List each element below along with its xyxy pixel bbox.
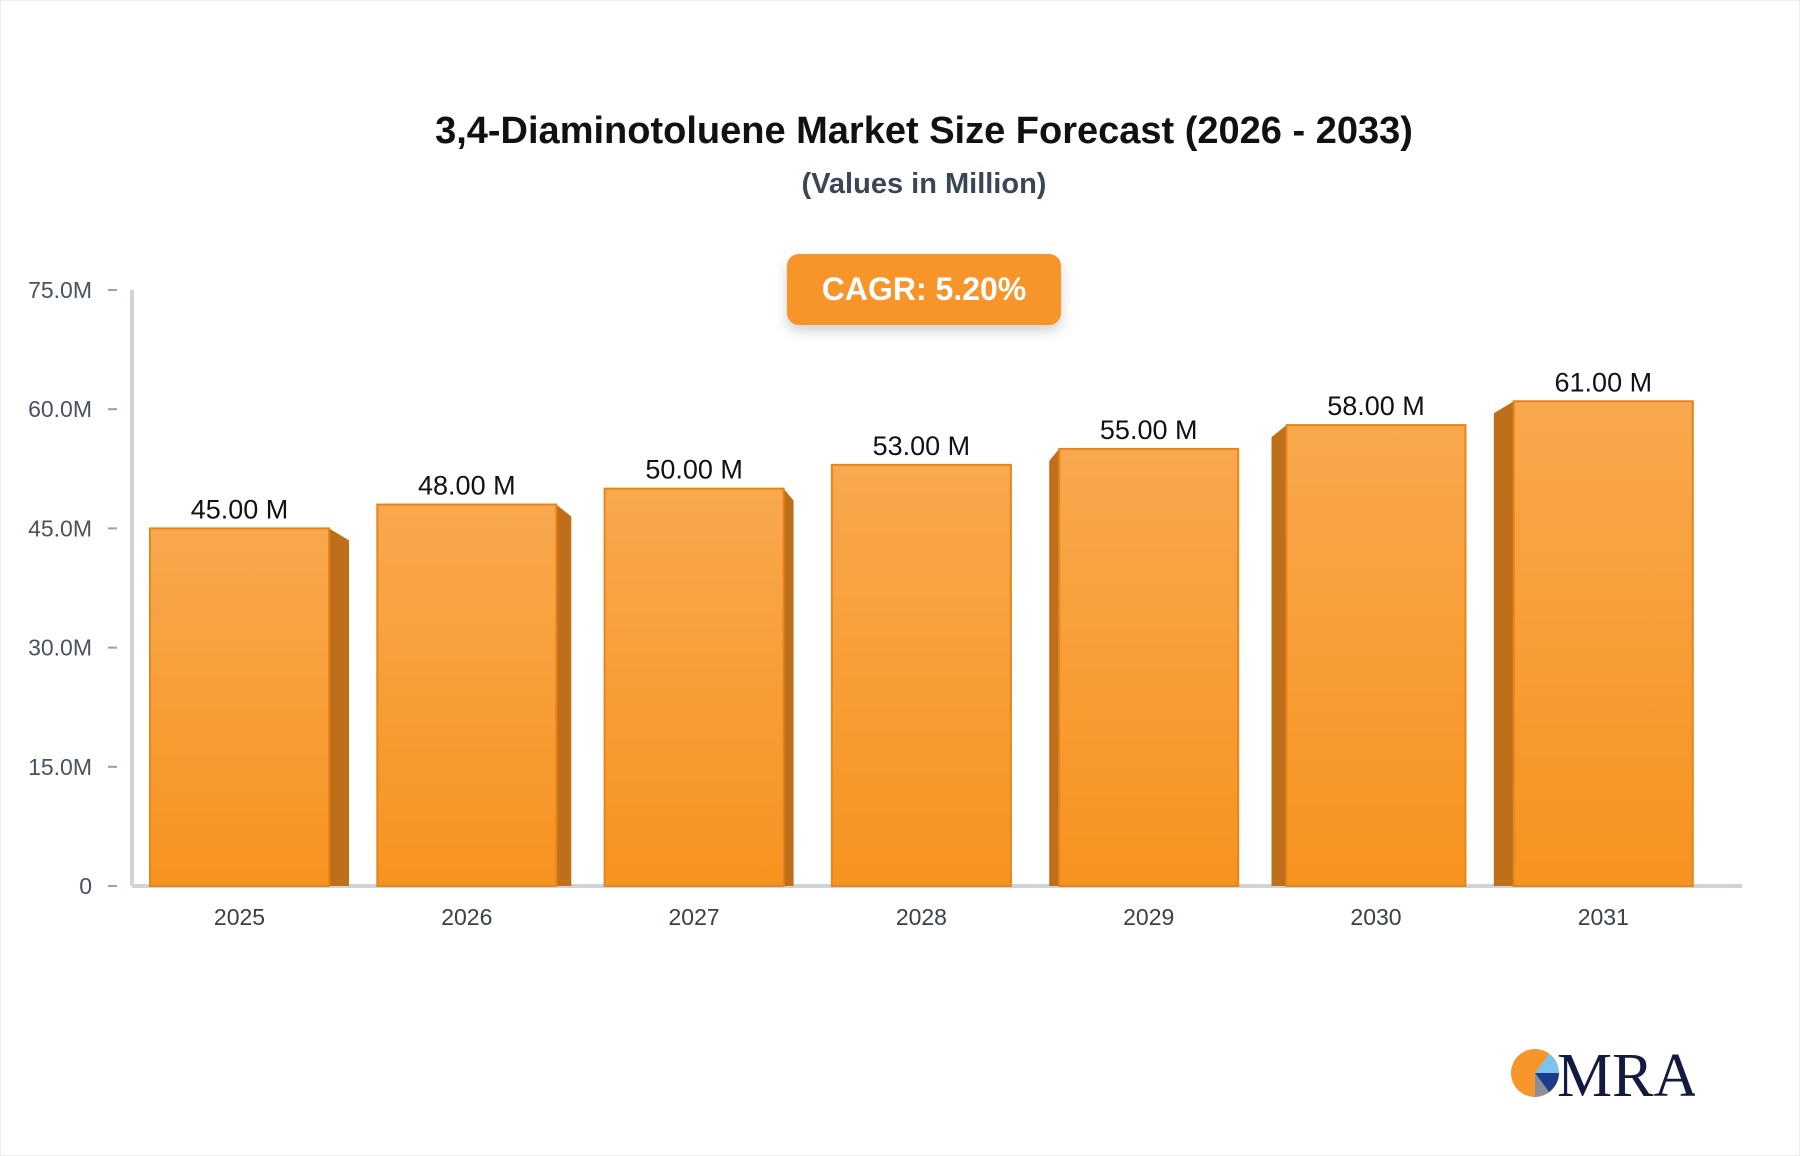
bar-side <box>1493 401 1514 886</box>
y-tick-label: 75.0M <box>28 277 92 303</box>
x-tick-label: 2026 <box>441 904 492 930</box>
y-tick-label: 30.0M <box>28 635 92 661</box>
data-label: 53.00 M <box>873 431 971 461</box>
y-tick-label: 45.0M <box>28 515 92 541</box>
data-label: 48.00 M <box>418 471 516 501</box>
svg-text:MRA: MRA <box>1557 1042 1695 1106</box>
bar-side <box>1049 448 1060 886</box>
data-label: 58.00 M <box>1327 391 1425 421</box>
bar <box>830 463 1012 887</box>
data-label: 61.00 M <box>1555 367 1653 397</box>
data-label: 55.00 M <box>1100 415 1198 445</box>
bar-side <box>556 504 572 886</box>
x-tick-label: 2027 <box>669 904 720 930</box>
x-tick-label: 2029 <box>1123 904 1174 930</box>
bar <box>376 503 558 887</box>
data-label: 45.00 M <box>191 494 289 524</box>
bar-side <box>1271 425 1287 886</box>
chart-title: 3,4-Diaminotoluene Market Size Forecast … <box>435 110 1413 152</box>
x-tick-label: 2025 <box>214 904 265 930</box>
bar-side <box>783 488 794 886</box>
x-tick-label: 2031 <box>1578 904 1629 930</box>
bar <box>1058 447 1240 887</box>
x-tick-label: 2028 <box>896 904 947 930</box>
data-label: 50.00 M <box>645 455 743 485</box>
bar <box>1285 424 1467 887</box>
y-tick-label: 15.0M <box>28 754 92 780</box>
bar <box>149 527 330 888</box>
cagr-badge: CAGR: 5.20% <box>787 254 1061 325</box>
x-tick-label: 2030 <box>1350 904 1401 930</box>
bar <box>603 487 785 887</box>
y-tick-label: 0 <box>79 873 92 899</box>
chart-subtitle: (Values in Million) <box>801 168 1047 200</box>
mra-logo: MRA <box>1511 1042 1695 1106</box>
bar-side <box>329 528 349 886</box>
bar <box>1512 400 1694 887</box>
y-tick-label: 60.0M <box>28 396 92 422</box>
